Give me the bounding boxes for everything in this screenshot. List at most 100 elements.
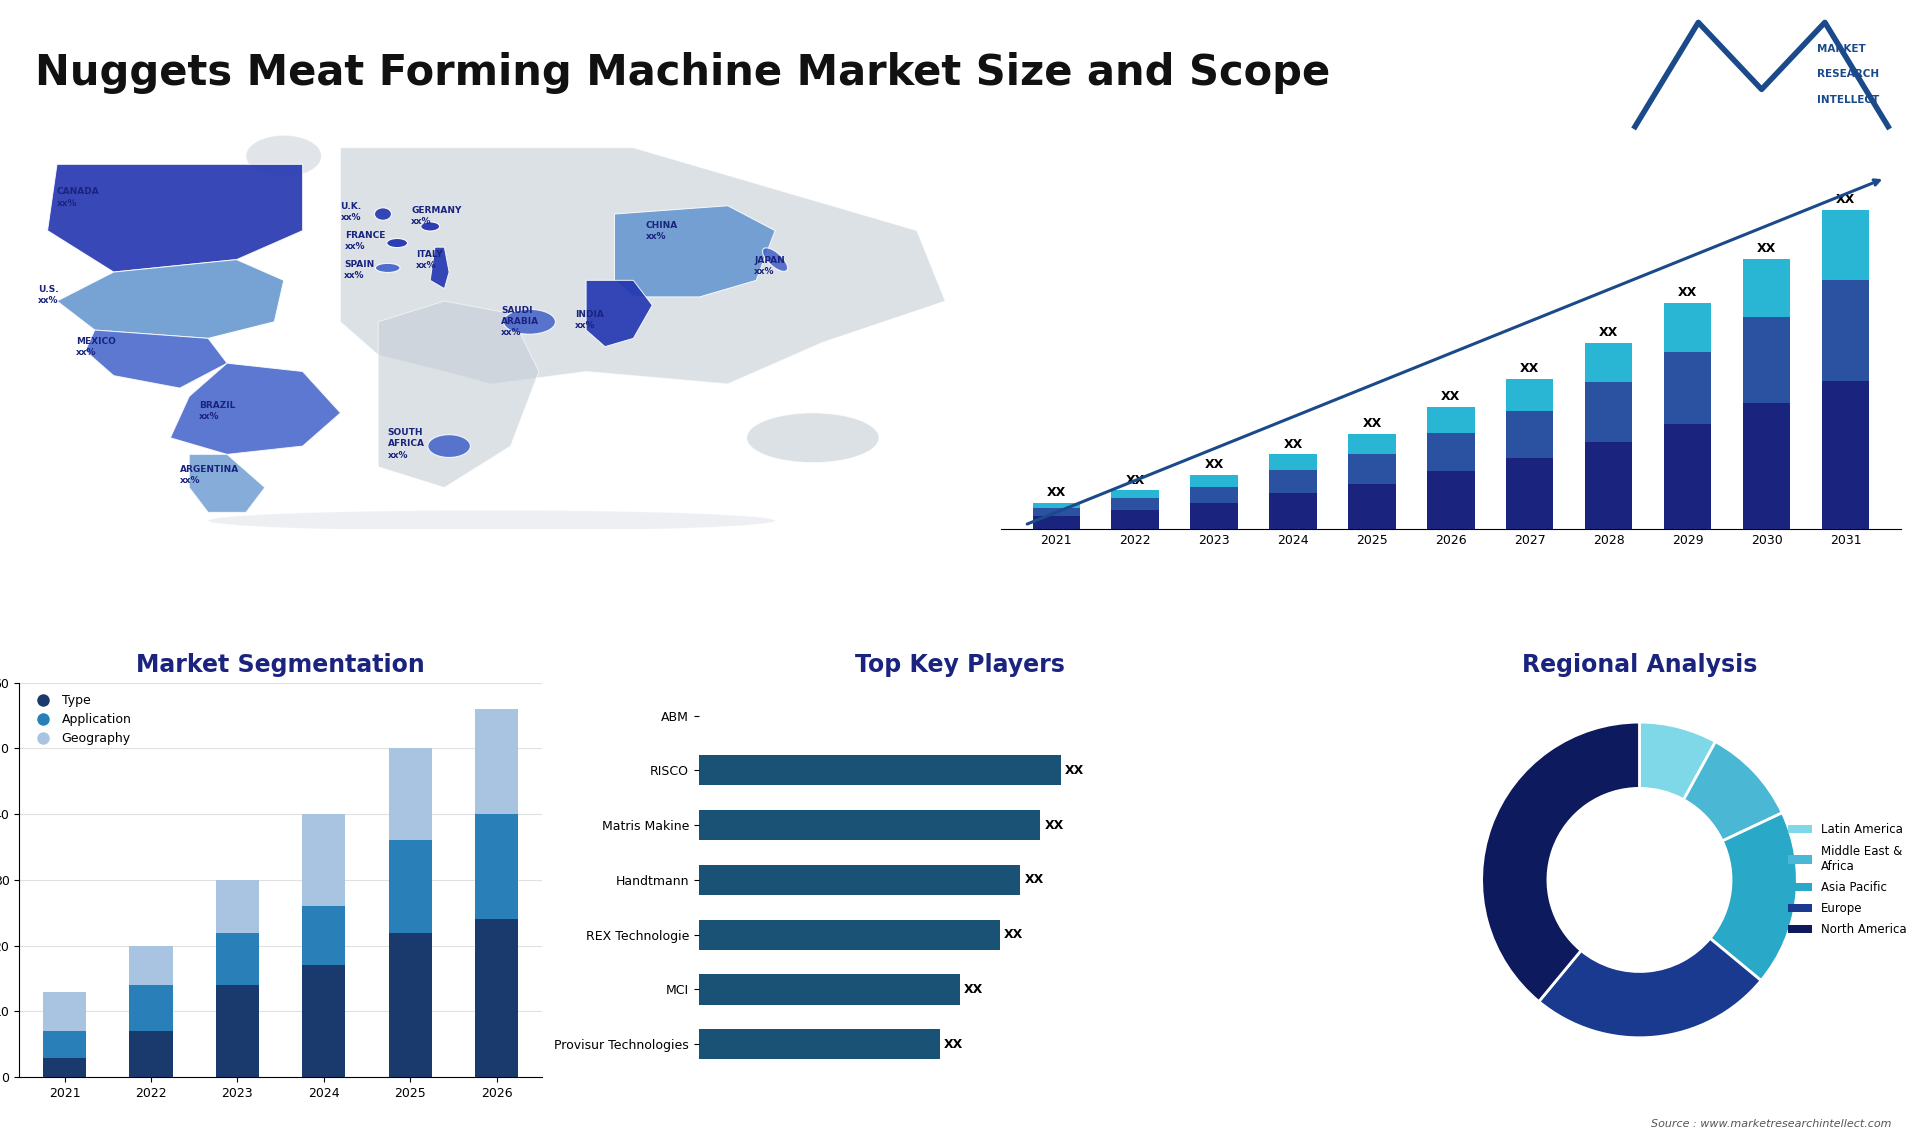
Bar	[1505, 410, 1553, 458]
Text: BRAZIL
xx%: BRAZIL xx%	[200, 401, 234, 421]
Bar	[1665, 352, 1711, 424]
Bar	[1190, 487, 1238, 503]
Text: XX: XX	[1521, 362, 1540, 375]
Text: XX: XX	[1442, 390, 1461, 403]
Text: FRANCE
xx%: FRANCE xx%	[346, 231, 386, 251]
Bar	[215, 986, 259, 1077]
Text: XX: XX	[1044, 818, 1064, 832]
Bar	[1269, 493, 1317, 529]
Text: XX: XX	[1757, 242, 1776, 256]
Bar	[1190, 503, 1238, 529]
Text: INTELLECT: INTELLECT	[1816, 95, 1880, 104]
Bar	[699, 1029, 941, 1059]
Bar	[1822, 382, 1870, 529]
Bar	[699, 810, 1041, 840]
Bar	[1505, 458, 1553, 529]
Text: XX: XX	[1125, 473, 1144, 487]
Text: XX: XX	[1678, 285, 1697, 299]
Bar	[1586, 441, 1632, 529]
Text: SAUDI
ARABIA
xx%: SAUDI ARABIA xx%	[501, 306, 540, 337]
Bar	[42, 1058, 86, 1077]
Bar	[1269, 455, 1317, 470]
Polygon shape	[190, 454, 265, 512]
Text: CHINA
xx%: CHINA xx%	[645, 220, 678, 241]
Ellipse shape	[374, 207, 392, 220]
Text: Nuggets Meat Forming Machine Market Size and Scope: Nuggets Meat Forming Machine Market Size…	[35, 52, 1331, 94]
Bar	[388, 840, 432, 933]
Text: XX: XX	[1004, 928, 1023, 941]
Bar	[301, 906, 346, 965]
Ellipse shape	[428, 434, 470, 457]
Ellipse shape	[747, 413, 879, 463]
Text: XX: XX	[1599, 325, 1619, 339]
Text: XX: XX	[1836, 194, 1855, 206]
Bar	[301, 965, 346, 1077]
Wedge shape	[1640, 722, 1715, 800]
Text: MARKET: MARKET	[1816, 45, 1866, 54]
Polygon shape	[586, 281, 653, 346]
Text: Source : www.marketresearchintellect.com: Source : www.marketresearchintellect.com	[1651, 1118, 1891, 1129]
Title: Top Key Players: Top Key Players	[854, 652, 1066, 676]
Text: SOUTH
AFRICA
xx%: SOUTH AFRICA xx%	[388, 429, 424, 460]
Text: MEXICO
xx%: MEXICO xx%	[77, 337, 115, 356]
Text: XX: XX	[1363, 417, 1382, 430]
Bar	[699, 919, 1000, 950]
Bar	[1033, 516, 1079, 529]
Text: SPAIN
xx%: SPAIN xx%	[344, 260, 374, 280]
Bar	[474, 919, 518, 1077]
Ellipse shape	[207, 510, 776, 531]
Bar	[1505, 378, 1553, 410]
Bar	[1348, 434, 1396, 455]
Bar	[474, 814, 518, 919]
Text: INDIA
xx%: INDIA xx%	[574, 309, 603, 330]
Bar	[215, 933, 259, 986]
Bar	[1112, 490, 1160, 499]
Bar	[1743, 403, 1789, 529]
Bar	[388, 933, 432, 1077]
Bar	[1033, 503, 1079, 509]
Legend: Latin America, Middle East &
Africa, Asia Pacific, Europe, North America: Latin America, Middle East & Africa, Asi…	[1784, 818, 1912, 941]
Text: XX: XX	[1204, 458, 1223, 471]
Bar	[1665, 424, 1711, 529]
Title: Regional Analysis: Regional Analysis	[1523, 652, 1757, 676]
Bar	[1112, 499, 1160, 510]
Text: XX: XX	[1064, 764, 1083, 777]
Bar	[129, 1031, 173, 1077]
Text: U.K.
xx%: U.K. xx%	[340, 202, 361, 222]
Bar	[1033, 509, 1079, 516]
Text: ITALY
xx%: ITALY xx%	[417, 250, 444, 269]
Bar	[301, 814, 346, 906]
Bar	[388, 748, 432, 840]
Bar	[699, 755, 1060, 785]
Bar	[1586, 383, 1632, 441]
Bar	[474, 709, 518, 814]
Polygon shape	[430, 248, 449, 289]
Ellipse shape	[420, 222, 440, 231]
Ellipse shape	[762, 248, 787, 272]
Circle shape	[1548, 788, 1732, 972]
Text: CANADA
xx%: CANADA xx%	[58, 188, 100, 207]
Bar	[1822, 210, 1870, 280]
Ellipse shape	[503, 309, 555, 335]
Text: U.S.
xx%: U.S. xx%	[38, 285, 60, 305]
Text: ARGENTINA
xx%: ARGENTINA xx%	[180, 465, 240, 485]
Ellipse shape	[376, 264, 399, 273]
Polygon shape	[378, 301, 540, 487]
Bar	[1427, 407, 1475, 432]
Bar	[1822, 280, 1870, 382]
Bar	[1665, 303, 1711, 352]
Polygon shape	[614, 206, 776, 297]
Bar	[1112, 510, 1160, 529]
Bar	[129, 986, 173, 1031]
Ellipse shape	[246, 135, 321, 176]
Legend: Type, Application, Geography: Type, Application, Geography	[25, 689, 136, 751]
Bar	[1427, 432, 1475, 471]
Title: Market Segmentation: Market Segmentation	[136, 652, 424, 676]
Bar	[1586, 343, 1632, 383]
Bar	[1348, 484, 1396, 529]
Bar	[42, 1031, 86, 1058]
Bar	[1743, 259, 1789, 317]
Polygon shape	[84, 330, 227, 388]
Bar	[1190, 474, 1238, 487]
Wedge shape	[1684, 741, 1782, 841]
